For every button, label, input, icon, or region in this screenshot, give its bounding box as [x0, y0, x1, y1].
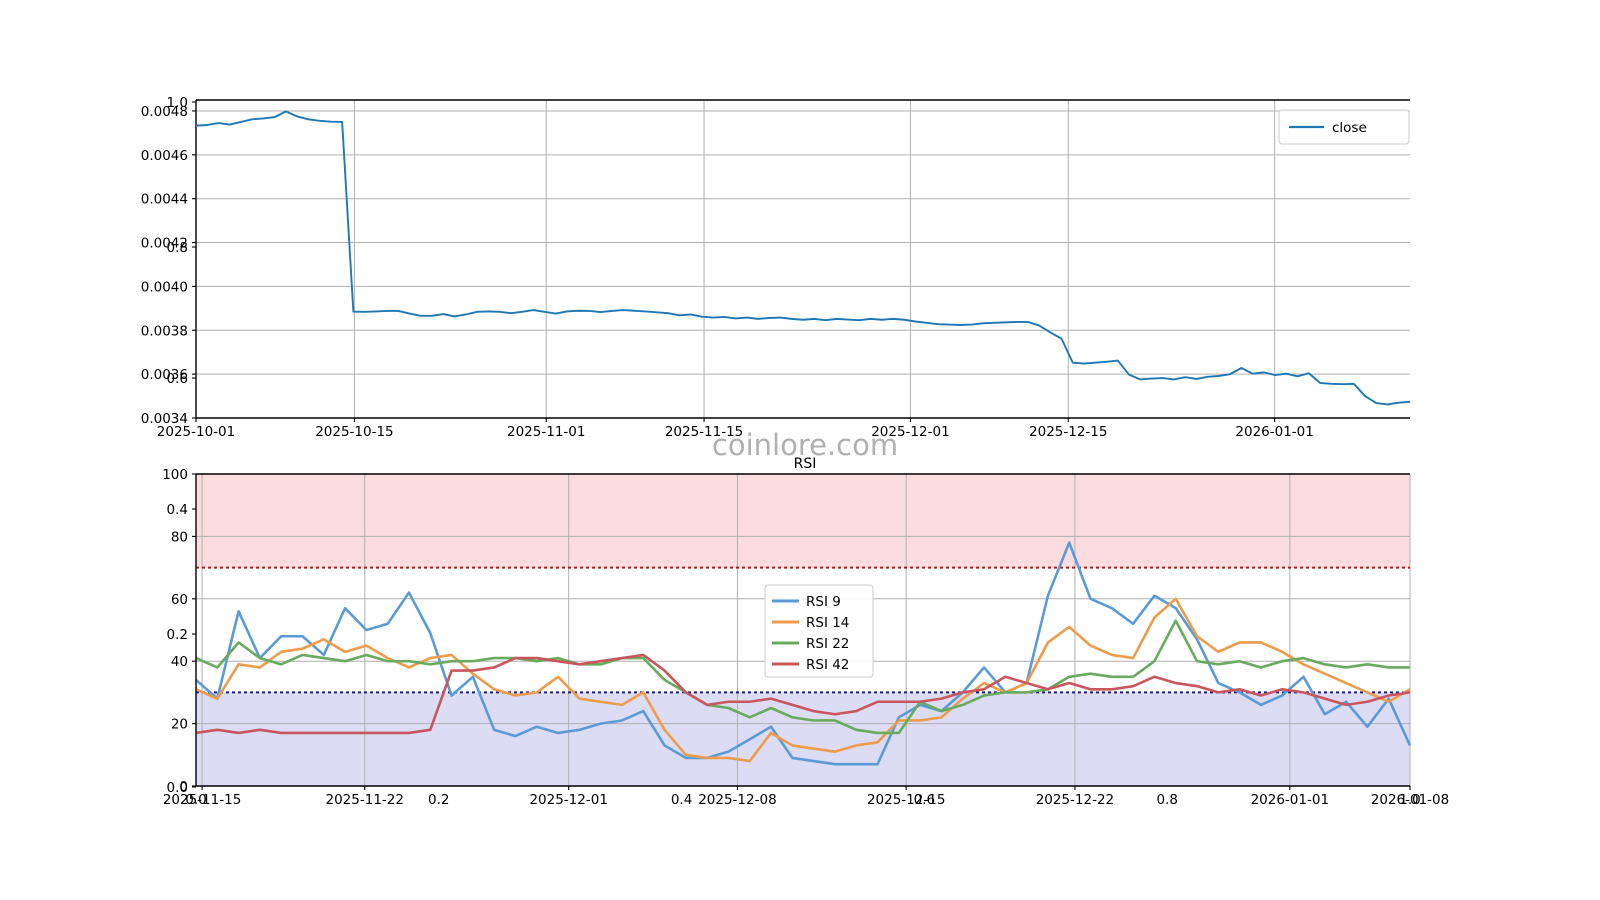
- rsi-y-tick: 100: [162, 467, 188, 483]
- rsi-y-tick-labels-secondary: 0.0 0.2 0.4: [167, 502, 196, 796]
- rsi-legend-label: RSI 14: [806, 615, 849, 631]
- rsi-y-tick: 60: [171, 592, 188, 608]
- price-legend-label: close: [1332, 120, 1367, 136]
- rsi-line-RSI-22: [195, 619, 1410, 735]
- rsi-y-tick-labels: 0 20 40 60 80 100: [162, 467, 188, 795]
- rsi-x-tick: 2026-01-01: [1251, 792, 1329, 808]
- rsi-x-tick-secondary: 0.6: [914, 792, 935, 808]
- price-x-tick-labels: 2025-10-01 2025-10-15 2025-11-01 2025-11-15…: [157, 424, 1314, 440]
- price-axis-frame: [195, 99, 1410, 419]
- price-y-tick-secondary: 0.8: [167, 240, 188, 256]
- rsi-x-tick: 2026-01-08: [1371, 792, 1449, 808]
- price-x-tick: 2025-10-01: [157, 424, 235, 440]
- price-y-tick: 0.0040: [141, 279, 188, 295]
- rsi-line-RSI-9: [195, 541, 1412, 766]
- price-y-tick: 0.0036: [141, 367, 188, 383]
- rsi-series-group: [195, 541, 1412, 766]
- price-y-tick-labels: 0.0034 0.0036 0.0038 0.0040 0.0042 0.0044 0.00…: [141, 104, 188, 427]
- rsi-line-RSI-14: [195, 597, 1411, 763]
- rsi-legend-label: RSI 22: [806, 636, 849, 652]
- rsi-x-tick: 2025-12-22: [1036, 792, 1114, 808]
- price-y-tick: 0.0034: [141, 411, 188, 427]
- rsi-x-tick: 2025-12-08: [698, 792, 776, 808]
- price-chart-panel: 0.0034 0.0036 0.0038 0.0040 0.0042 0.0044 0.00…: [141, 95, 1411, 440]
- rsi-y-tick-secondary: 0.0: [167, 780, 188, 796]
- rsi-x-tick: 2025-12-01: [529, 792, 607, 808]
- rsi-y-tick: 0: [179, 779, 188, 795]
- rsi-x-tick: 2025-11-15: [163, 792, 241, 808]
- price-y-tick: 0.0044: [141, 192, 188, 208]
- rsi-y-tick: 40: [171, 654, 188, 670]
- price-y-tick: 0.0048: [141, 104, 188, 120]
- rsi-x-tick: 2025-12-15: [867, 792, 945, 808]
- overbought-band: [196, 474, 1410, 568]
- rsi-legend: RSI 9 RSI 14 RSI 22 RSI 42: [764, 584, 874, 678]
- rsi-x-tick-secondary: 1.0: [1399, 792, 1420, 808]
- rsi-y-tick: 80: [171, 529, 188, 545]
- price-plot-background: [196, 100, 1410, 418]
- watermark: coinlore.com: [712, 428, 898, 462]
- price-x-tick: 2025-12-15: [1029, 424, 1107, 440]
- price-y-tick-labels-secondary: 0.6 0.8 1.0: [167, 95, 196, 387]
- price-y-tick-secondary: 1.0: [167, 95, 188, 111]
- price-series-group: [195, 110, 1411, 406]
- rsi-y-tick-secondary: 0.4: [167, 502, 188, 518]
- price-line-close: [195, 110, 1411, 406]
- rsi-x-tick-secondary: 0.0: [185, 792, 206, 808]
- price-x-tick: 2025-11-01: [507, 424, 585, 440]
- price-x-tick: 2025-10-15: [315, 424, 393, 440]
- rsi-axis-frame: [195, 473, 1410, 787]
- price-x-tick: 2025-12-01: [871, 424, 949, 440]
- price-y-tick: 0.0038: [141, 323, 188, 339]
- rsi-y-tick-secondary: 0.2: [167, 627, 188, 643]
- rsi-x-tick-labels-secondary: 0.0 0.2 0.4 0.6 0.8 1.0: [185, 792, 1420, 808]
- price-y-tick: 0.0042: [141, 236, 188, 252]
- price-x-tick: 2026-01-01: [1235, 424, 1313, 440]
- price-y-tick-secondary: 0.6: [167, 371, 188, 387]
- oversold-band: [196, 692, 1410, 786]
- rsi-x-tick-secondary: 0.2: [428, 792, 449, 808]
- rsi-x-tick-labels: 2025-11-15 2025-11-22 2025-12-01 2025-12-08…: [163, 792, 1449, 808]
- price-gridlines: [192, 100, 1410, 422]
- rsi-title: RSI: [794, 456, 817, 472]
- rsi-x-tick: 2025-11-22: [326, 792, 404, 808]
- rsi-x-tick-secondary: 0.8: [1156, 792, 1177, 808]
- price-x-tick: 2025-11-15: [665, 424, 743, 440]
- price-y-tick: 0.0046: [141, 148, 188, 164]
- rsi-legend-label: RSI 9: [806, 594, 841, 610]
- price-legend: close: [1278, 109, 1410, 145]
- rsi-legend-label: RSI 42: [806, 657, 849, 673]
- rsi-line-RSI-42: [195, 653, 1411, 735]
- rsi-x-tick-secondary: 0.4: [671, 792, 692, 808]
- rsi-y-tick: 20: [171, 717, 188, 733]
